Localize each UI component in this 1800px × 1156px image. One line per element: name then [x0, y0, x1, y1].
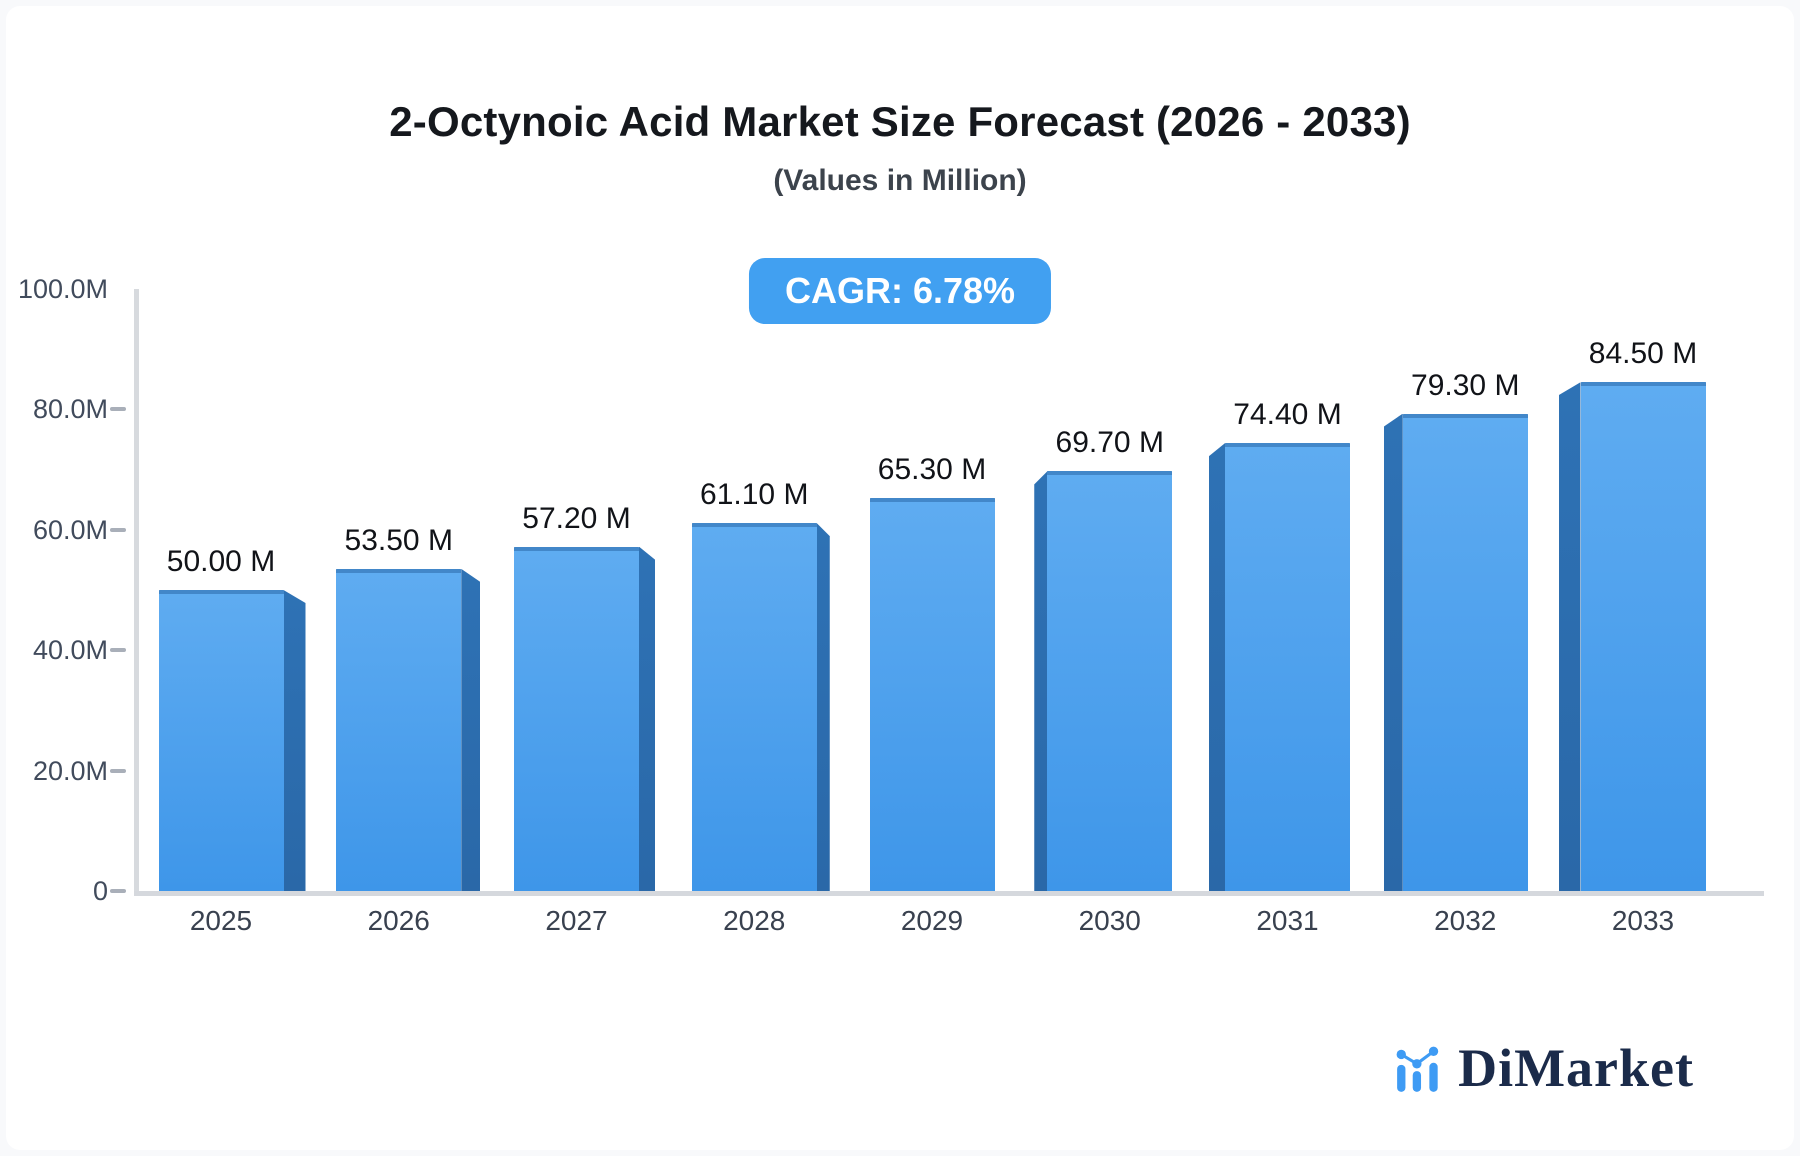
x-axis-category-label: 2033 — [1611, 905, 1675, 936]
x-axis-category-label: 2026 — [367, 905, 430, 936]
x-axis-category-label: 2025 — [189, 905, 253, 936]
bar-top-edge — [336, 568, 462, 573]
y-axis-tick-mark — [110, 768, 126, 773]
x-axis-category-label: 2030 — [1078, 905, 1141, 936]
bar-3d-side — [816, 523, 830, 891]
bar-value-label: 50.00 M — [166, 545, 276, 578]
bar-value-label: 69.70 M — [1055, 426, 1164, 460]
bar-value-label: 61.10 M — [700, 478, 809, 512]
bar-3d-side — [283, 590, 306, 891]
bar-value-label: 74.40 M — [1233, 398, 1342, 432]
cagr-badge: CAGR: 6.78% — [748, 258, 1052, 324]
bar-3d-side — [639, 546, 655, 891]
chart-title: 2-Octynoic Acid Market Size Forecast (20… — [389, 98, 1411, 145]
y-axis-tick-label: 80.0M — [32, 394, 108, 425]
x-axis-category-label: 2028 — [723, 905, 786, 936]
bar-chart-logo-icon — [1396, 1046, 1439, 1092]
bar-3d-side — [1034, 471, 1048, 891]
y-axis-tick-mark — [110, 889, 126, 893]
chart-subtitle: (Values in Million) — [773, 164, 1027, 197]
y-axis-tick-mark — [110, 527, 126, 532]
y-axis-tick-mark — [110, 407, 126, 412]
x-axis-line — [134, 891, 1764, 896]
bar-3d-side — [1558, 382, 1581, 891]
x-axis-category-label: 2029 — [900, 905, 964, 936]
bar-value-label: 84.50 M — [1588, 337, 1698, 371]
bar-top-edge — [158, 590, 284, 594]
brand-logo: DiMarket — [1394, 1038, 1694, 1098]
bar-2032[interactable] — [1402, 413, 1528, 891]
bar-value-label: 65.30 M — [877, 452, 987, 486]
bar-chart-plot: 100.0M 80.0M 60.0M 40.0M 20.0M 0 50.00 M 2025 53… — [6, 6, 1800, 1156]
y-axis-tick-label: 100.0M — [17, 274, 108, 304]
y-axis-line — [134, 289, 139, 891]
bar-top-edge — [514, 546, 639, 551]
bar-3d-side — [1209, 443, 1225, 891]
bar-2030[interactable] — [1047, 471, 1173, 891]
bar-2027[interactable] — [514, 546, 639, 891]
bar-top-edge — [1225, 443, 1350, 448]
bar-2025[interactable] — [158, 590, 284, 891]
bar-3d-side — [461, 568, 481, 891]
x-axis-category-label: 2031 — [1256, 905, 1319, 936]
bar-value-label: 53.50 M — [344, 523, 453, 557]
y-axis-tick-label: 0 — [92, 876, 108, 906]
y-axis-tick-label: 60.0M — [32, 514, 108, 545]
bar-2029[interactable] — [869, 497, 995, 891]
y-axis-tick-label: 20.0M — [32, 755, 108, 786]
bar-top-edge — [1402, 413, 1528, 418]
bar-3d-side — [1383, 413, 1403, 891]
y-axis-tick-mark — [110, 648, 126, 653]
bar-value-label: 79.30 M — [1411, 368, 1520, 402]
bar-top-edge — [1047, 471, 1173, 476]
bar-2031[interactable] — [1225, 443, 1350, 891]
bar-value-label: 57.20 M — [522, 501, 631, 535]
x-axis-category-label: 2027 — [545, 905, 608, 936]
bar-2028[interactable] — [691, 523, 817, 891]
bar-2026[interactable] — [336, 568, 462, 891]
y-axis-tick-label: 40.0M — [32, 635, 108, 666]
x-axis-category-label: 2032 — [1434, 905, 1497, 936]
bar-top-edge — [691, 523, 817, 528]
bar-top-edge — [1580, 382, 1706, 387]
logo-text: DiMarket — [1458, 1038, 1694, 1098]
bar-2033[interactable] — [1580, 382, 1706, 891]
chart-card: 2-Octynoic Acid Market Size Forecast (20… — [6, 6, 1794, 1150]
bar-top-edge — [869, 497, 995, 502]
